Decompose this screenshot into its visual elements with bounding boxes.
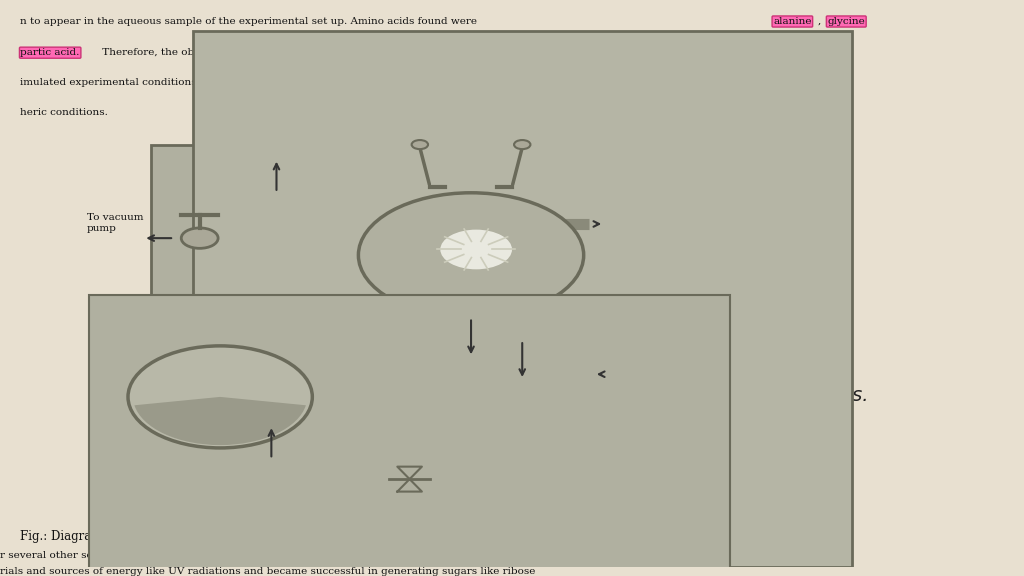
FancyBboxPatch shape	[89, 295, 730, 576]
Text: H₂O: H₂O	[353, 282, 375, 291]
Text: n to appear in the aqueous sample of the experimental set up. Amino acids found : n to appear in the aqueous sample of the…	[20, 17, 480, 26]
Circle shape	[128, 346, 312, 448]
Text: Liquid water in trap: Liquid water in trap	[302, 501, 422, 514]
Text: Water containing
organic compounds: Water containing organic compounds	[563, 434, 680, 462]
Text: partic acid.: partic acid.	[20, 48, 80, 57]
Text: ,: ,	[818, 17, 824, 26]
Text: Condenser: Condenser	[614, 289, 679, 301]
Text: Water out: Water out	[614, 216, 673, 229]
Text: Therefore, the obvious inference was that abiotic synthesis of organic monomers : Therefore, the obvious inference was tha…	[99, 48, 580, 57]
Text: Water droplets: Water droplets	[614, 393, 702, 406]
Text: imulated experimental conditions, By analogy, such synthesis could have occurred: imulated experimental conditions, By ana…	[20, 78, 539, 87]
Text: Boiling water: Boiling water	[159, 422, 239, 434]
Text: r several other scientists also conducted similar experiments by slightly changi: r several other scientists also conducte…	[0, 551, 497, 560]
Text: glycine: glycine	[827, 17, 865, 26]
Circle shape	[440, 230, 512, 270]
Text: CH₄: CH₄	[353, 253, 375, 263]
Text: Fig.: Diagrammatic representation of Miller's experiment: Fig.: Diagrammatic representation of Mil…	[20, 530, 364, 543]
Text: H₂: H₂	[353, 296, 367, 305]
Text: Gases: Gases	[415, 271, 451, 285]
Text: rials and sources of energy like UV radiations and became successful in generati: rials and sources of energy like UV radi…	[0, 567, 536, 576]
Text: Spark
discharge: Spark discharge	[609, 213, 668, 241]
Circle shape	[358, 193, 584, 317]
Text: heric conditions.: heric conditions.	[20, 108, 109, 117]
Text: H₂ gas.: H₂ gas.	[799, 385, 868, 404]
Text: Electrodes: Electrodes	[514, 90, 678, 152]
Text: CH₄.: CH₄.	[799, 272, 841, 291]
Wedge shape	[134, 397, 306, 445]
Circle shape	[181, 228, 218, 248]
Text: Water in: Water in	[614, 351, 665, 363]
Text: alanine: alanine	[773, 17, 812, 26]
Text: NH₃: NH₃	[353, 268, 376, 276]
Circle shape	[514, 140, 530, 149]
Circle shape	[412, 140, 428, 149]
Text: H₂O: H₂O	[799, 215, 837, 234]
FancyBboxPatch shape	[152, 145, 791, 522]
Text: NH₃: NH₃	[799, 329, 836, 348]
Text: To vacuum
pump: To vacuum pump	[87, 213, 143, 233]
Text: }: }	[394, 265, 414, 296]
FancyBboxPatch shape	[193, 31, 852, 567]
